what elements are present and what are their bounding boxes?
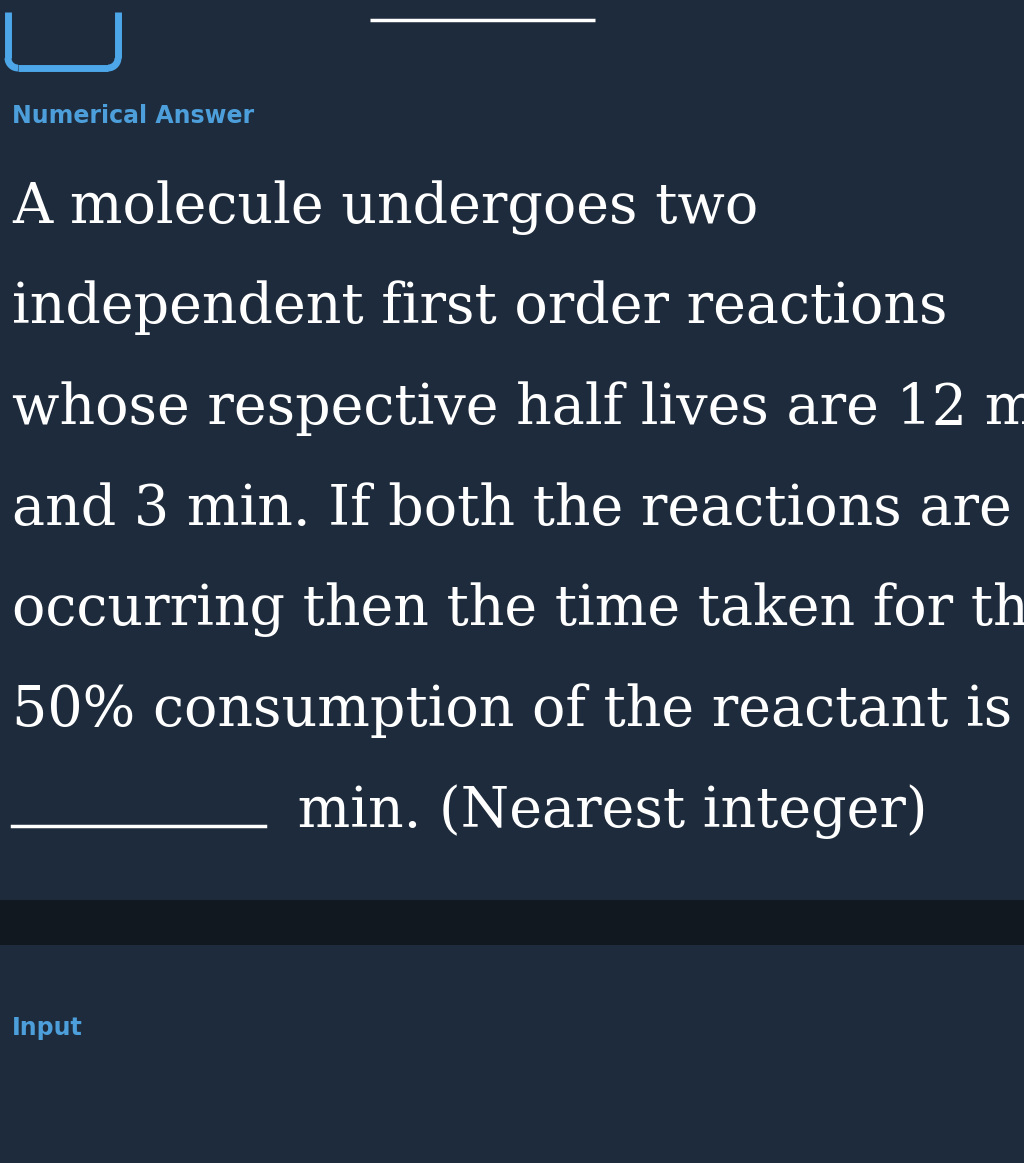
Bar	[0, 900, 1024, 946]
Text: independent first order reactions: independent first order reactions	[12, 280, 947, 335]
Text: A molecule undergoes two: A molecule undergoes two	[12, 180, 758, 235]
Text: Input: Input	[12, 1015, 83, 1040]
Text: min. (Nearest integer): min. (Nearest integer)	[280, 784, 928, 839]
Text: 50% consumption of the reactant is: 50% consumption of the reactant is	[12, 684, 1013, 739]
Text: whose respective half lives are 12 min: whose respective half lives are 12 min	[12, 381, 1024, 436]
Text: and 3 min. If both the reactions are: and 3 min. If both the reactions are	[12, 481, 1012, 536]
Text: Numerical Answer: Numerical Answer	[12, 104, 254, 128]
Text: occurring then the time taken for the: occurring then the time taken for the	[12, 583, 1024, 637]
